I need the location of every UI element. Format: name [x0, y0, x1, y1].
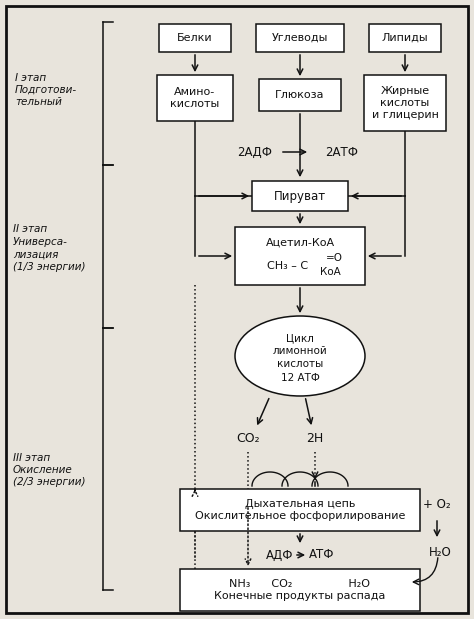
FancyBboxPatch shape	[256, 24, 344, 52]
Text: Дыхательная цепь
Окислительное фосфорилирование: Дыхательная цепь Окислительное фосфорили…	[195, 499, 405, 521]
Ellipse shape	[235, 316, 365, 396]
Text: CO₂: CO₂	[236, 431, 260, 444]
Text: кислоты: кислоты	[277, 359, 323, 369]
Text: =O: =O	[326, 253, 343, 263]
FancyBboxPatch shape	[6, 6, 468, 613]
Text: 12 АТФ: 12 АТФ	[281, 373, 319, 383]
Text: H₂O: H₂O	[428, 545, 451, 558]
FancyBboxPatch shape	[252, 181, 348, 211]
FancyBboxPatch shape	[180, 489, 420, 531]
FancyBboxPatch shape	[235, 227, 365, 285]
Text: Белки: Белки	[177, 33, 213, 43]
FancyBboxPatch shape	[157, 75, 233, 121]
Text: I этап
Подготови-
тельный: I этап Подготови- тельный	[15, 72, 77, 108]
FancyBboxPatch shape	[180, 569, 420, 611]
Text: Углеводы: Углеводы	[272, 33, 328, 43]
Text: NH₃      CO₂                H₂O
Конечные продукты распада: NH₃ CO₂ H₂O Конечные продукты распада	[214, 579, 386, 601]
Text: II этап
Универса-
лизация
(1/3 энергии): II этап Универса- лизация (1/3 энергии)	[13, 225, 85, 272]
FancyBboxPatch shape	[369, 24, 441, 52]
Text: Липиды: Липиды	[382, 33, 428, 43]
Text: III этап
Окисление
(2/3 энергии): III этап Окисление (2/3 энергии)	[13, 452, 85, 487]
Text: КоА: КоА	[320, 267, 341, 277]
FancyBboxPatch shape	[259, 79, 341, 111]
Text: Ацетил-КоА: Ацетил-КоА	[265, 238, 335, 248]
Text: 2H: 2H	[306, 431, 324, 444]
Text: + O₂: + O₂	[423, 498, 451, 511]
Text: лимонной: лимонной	[273, 346, 328, 356]
Text: Пируват: Пируват	[274, 189, 326, 202]
Text: Глюкоза: Глюкоза	[275, 90, 325, 100]
Text: 2АДФ: 2АДФ	[237, 145, 273, 158]
FancyBboxPatch shape	[159, 24, 231, 52]
Text: Амино-
кислоты: Амино- кислоты	[170, 87, 219, 109]
Text: СН₃ – С: СН₃ – С	[267, 261, 309, 271]
Text: 2АТФ: 2АТФ	[326, 145, 358, 158]
Text: АДФ: АДФ	[266, 548, 294, 561]
Text: Цикл: Цикл	[286, 333, 314, 343]
FancyBboxPatch shape	[364, 75, 446, 131]
Text: АТФ: АТФ	[309, 548, 335, 561]
Text: Жирные
кислоты
и глицерин: Жирные кислоты и глицерин	[372, 85, 438, 121]
